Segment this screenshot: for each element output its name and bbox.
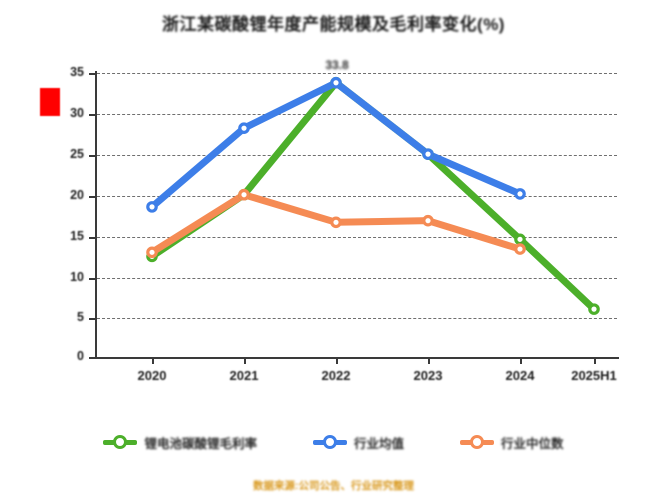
y-axis-line [95,71,97,359]
legend-marker-orange-icon [460,435,494,449]
x-tickmark-2022 [336,357,338,364]
legend-marker-blue-icon [312,435,347,449]
peak-data-label: 33.8 [325,58,349,72]
x-tickmark-2020 [152,357,154,364]
data-point-1-2[interactable] [330,76,342,89]
gridline-30 [97,114,617,115]
y-tick-label-30: 30 [70,106,84,120]
x-tick-label-2023: 2023 [413,368,443,383]
y-tickmark-35 [89,73,96,75]
legend-label-green: 锂电池碳酸锂毛利率 [144,436,257,451]
gridline-20 [97,196,617,197]
data-point-2-0[interactable] [146,246,158,259]
x-axis-line [95,357,619,359]
legend-item-orange[interactable]: 行业中位数 [460,433,564,452]
y-tickmark-15 [89,237,96,239]
chart-legend: 锂电池碳酸锂毛利率 行业均值 行业中位数 [0,428,667,456]
y-tick-label-20: 20 [70,188,84,202]
legend-label-blue: 行业均值 [353,436,404,451]
data-point-1-0[interactable] [146,201,158,213]
gridline-35 [97,73,617,74]
data-point-2-3[interactable] [422,214,434,227]
x-tickmark-2024 [520,357,522,364]
data-point-0-4[interactable] [514,233,526,246]
x-tick-label-2024: 2024 [505,368,535,383]
data-point-2-4[interactable] [514,243,526,255]
y-tickmark-10 [89,278,96,280]
x-tick-label-2020: 2020 [137,368,167,383]
y-tickmark-20 [89,196,96,198]
legend-marker-green-icon [103,435,138,449]
x-tickmark-2021 [244,357,246,364]
data-point-2-2[interactable] [330,216,342,229]
y-tickmark-5 [89,318,96,320]
data-point-1-1[interactable] [238,122,250,134]
data-point-0-5[interactable] [588,303,600,315]
red-highlight-block [40,88,60,116]
gridline-5 [97,318,617,319]
data-point-1-3[interactable] [422,148,434,160]
legend-item-green[interactable]: 锂电池碳酸锂毛利率 [103,433,257,452]
data-point-2-1[interactable] [238,188,250,201]
x-tick-label-2022: 2022 [321,368,351,383]
y-tickmark-30 [89,114,96,116]
y-tick-label-15: 15 [70,229,84,243]
x-tickmark-2025H1 [594,357,596,364]
y-tick-label-10: 10 [70,270,84,284]
legend-label-orange: 行业中位数 [501,436,564,451]
x-tick-label-2021: 2021 [229,368,259,383]
y-tickmark-25 [89,155,96,157]
data-point-1-4[interactable] [514,188,526,200]
y-tickmark-0 [89,357,96,359]
y-tick-label-25: 25 [70,147,84,161]
gridline-15 [97,237,617,238]
series-line-0 [148,79,598,313]
y-tick-label-35: 35 [70,65,84,79]
chart-title: 浙江某碳酸锂年度产能规模及毛利率变化(%) [162,15,505,34]
x-tickmark-2023 [428,357,430,364]
gridline-10 [97,278,617,279]
x-tick-label-2025h1: 2025H1 [571,368,617,383]
chart-footer-note: 数据来源:公司公告、行业研究整理 [253,480,414,492]
legend-item-blue[interactable]: 行业均值 [312,433,404,452]
y-tick-label-5: 5 [77,310,84,324]
gridline-25 [97,155,617,156]
y-tick-label-0: 0 [77,349,84,363]
